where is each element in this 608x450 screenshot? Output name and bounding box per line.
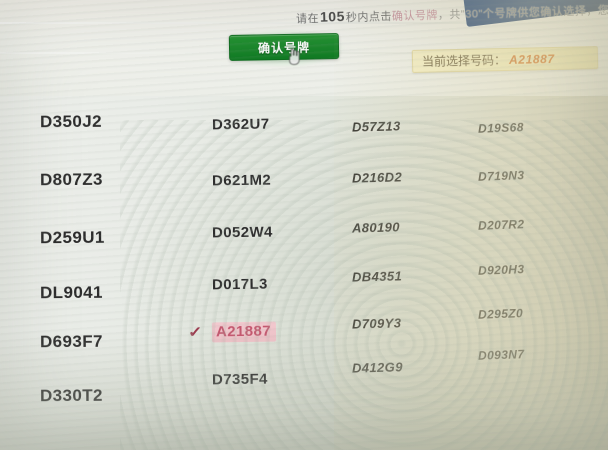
plate-option[interactable]: D216D2 (351, 169, 403, 186)
plate-option[interactable]: D735F4 (211, 370, 268, 389)
plate-option[interactable]: D259U1 (39, 227, 105, 248)
plate-option[interactable]: D330T2 (39, 385, 103, 406)
plate-option[interactable]: DL9041 (39, 282, 103, 303)
plate-option[interactable]: D621M2 (211, 171, 272, 190)
confirm-plate-button[interactable]: 确认号牌 (228, 33, 340, 61)
plate-option[interactable]: D807Z3 (39, 169, 103, 190)
plate-option[interactable]: D719N3 (477, 168, 525, 184)
plate-option[interactable]: D350J2 (39, 111, 103, 132)
plate-option[interactable]: DB4351 (351, 268, 403, 285)
countdown-seconds: 105 (319, 8, 346, 25)
instruction-total-count: "30" (460, 8, 484, 21)
instruction-suffix: 个号牌供您确认选择，您可查看并修改 (482, 2, 608, 21)
current-selection-box: 当前选择号码： A21887 (411, 46, 599, 73)
plate-option[interactable]: D57Z13 (351, 118, 401, 135)
plate-option[interactable]: D709Y3 (351, 315, 402, 332)
instruction-middle: 秒内点击 (345, 10, 393, 25)
check-icon: ✓ (188, 324, 203, 341)
instruction-text: 请在105秒内点击确认号牌，共"30"个号牌供您确认选择，您可查看并修改 (296, 2, 608, 28)
plate-option[interactable]: D295Z0 (477, 306, 524, 322)
instruction-action: 确认号牌 (391, 9, 439, 23)
plate-option[interactable]: D093N7 (477, 347, 525, 363)
plate-option[interactable]: D920H3 (477, 262, 525, 278)
plate-option[interactable]: D693F7 (39, 331, 103, 352)
current-selection-value: A21887 (508, 51, 555, 67)
plate-option[interactable]: D207R2 (477, 217, 525, 233)
plate-option[interactable]: D362U7 (211, 115, 270, 134)
instruction-comma: ，共 (437, 8, 462, 22)
plate-option[interactable]: D017L3 (211, 275, 268, 294)
plate-option[interactable]: A80190 (351, 219, 401, 236)
plate-option[interactable]: D412G9 (351, 359, 404, 376)
plate-option[interactable]: D19S68 (477, 120, 524, 136)
current-selection-label: 当前选择号码 (421, 53, 495, 69)
plate-option[interactable]: D052W4 (211, 223, 273, 242)
plate-option-selected[interactable]: A21887 (211, 321, 277, 343)
current-selection-separator: ： (493, 52, 507, 68)
instruction-prefix: 请在 (295, 12, 320, 26)
